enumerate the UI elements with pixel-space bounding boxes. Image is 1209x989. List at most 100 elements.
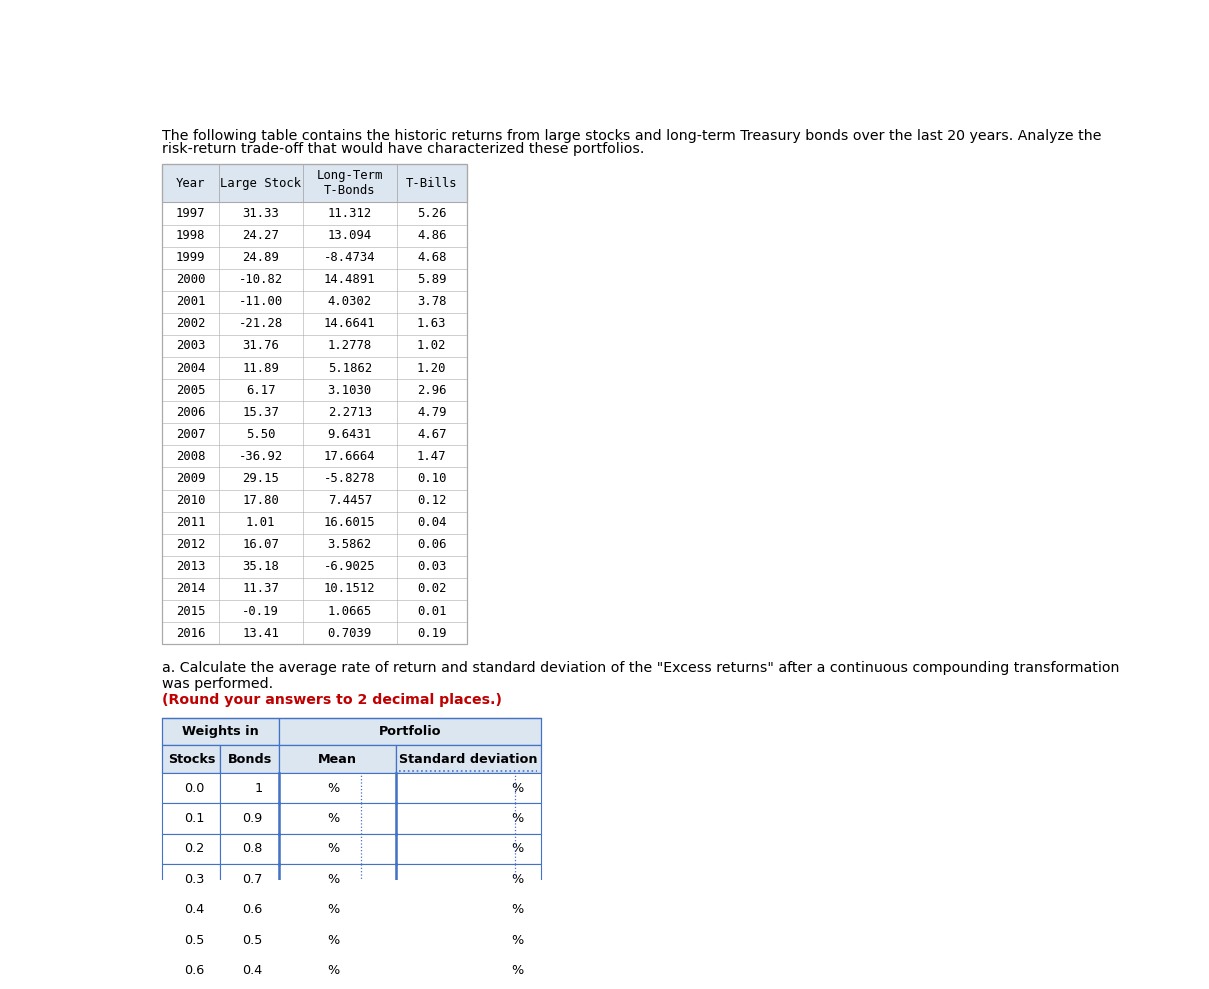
Text: %: %: [511, 934, 523, 946]
Text: 4.0302: 4.0302: [328, 296, 372, 309]
Bar: [278, 718, 540, 746]
Text: 4.79: 4.79: [417, 405, 446, 418]
Text: 2016: 2016: [175, 627, 206, 640]
Text: (Round your answers to 2 decimal places.): (Round your answers to 2 decimal places.…: [162, 693, 503, 707]
Text: 0.06: 0.06: [417, 538, 446, 551]
Text: 14.6641: 14.6641: [324, 317, 376, 330]
Text: T-Bills: T-Bills: [406, 177, 457, 190]
Text: Year: Year: [175, 177, 206, 190]
Text: 1.20: 1.20: [417, 362, 446, 375]
Text: 7.4457: 7.4457: [328, 494, 372, 507]
Text: risk-return trade-off that would have characterized these portfolios.: risk-return trade-off that would have ch…: [162, 142, 644, 156]
Bar: [395, 772, 540, 803]
Text: 16.07: 16.07: [242, 538, 279, 551]
Text: 0.6: 0.6: [184, 964, 204, 977]
Text: 2.96: 2.96: [417, 384, 446, 397]
Text: 16.6015: 16.6015: [324, 516, 376, 529]
Text: 29.15: 29.15: [242, 472, 279, 485]
Text: 5.89: 5.89: [417, 273, 446, 286]
Bar: [220, 895, 278, 925]
Text: 0.3: 0.3: [184, 873, 204, 886]
Text: 2015: 2015: [175, 604, 206, 617]
Text: 1.02: 1.02: [417, 339, 446, 352]
Text: -6.9025: -6.9025: [324, 561, 376, 574]
Text: Portfolio: Portfolio: [378, 725, 441, 738]
Bar: [278, 864, 395, 895]
Text: 17.6664: 17.6664: [324, 450, 376, 463]
Bar: [395, 925, 540, 955]
Text: 11.312: 11.312: [328, 207, 372, 220]
Bar: [395, 986, 540, 989]
Text: 17.80: 17.80: [242, 494, 279, 507]
Text: 2000: 2000: [175, 273, 206, 286]
Text: %: %: [328, 934, 340, 946]
Text: %: %: [328, 964, 340, 977]
Text: 2003: 2003: [175, 339, 206, 352]
Bar: [220, 803, 278, 834]
Bar: [220, 746, 278, 772]
Text: 1.47: 1.47: [417, 450, 446, 463]
Text: 10.1512: 10.1512: [324, 583, 376, 595]
Text: -10.82: -10.82: [238, 273, 283, 286]
Text: 24.27: 24.27: [242, 229, 279, 242]
Bar: [220, 925, 278, 955]
Text: 2.2713: 2.2713: [328, 405, 372, 418]
Text: a. Calculate the average rate of return and standard deviation of the "Excess re: a. Calculate the average rate of return …: [162, 661, 1120, 674]
Bar: [220, 834, 278, 864]
Text: Large Stock: Large Stock: [220, 177, 301, 190]
Bar: [220, 986, 278, 989]
Text: 2007: 2007: [175, 428, 206, 441]
Bar: [162, 834, 220, 864]
Bar: [162, 864, 220, 895]
Text: 1998: 1998: [175, 229, 206, 242]
Text: 0.4: 0.4: [242, 964, 262, 977]
Text: 0.12: 0.12: [417, 494, 446, 507]
Text: 0.5: 0.5: [184, 934, 204, 946]
Text: Standard deviation: Standard deviation: [399, 753, 538, 765]
Text: 0.01: 0.01: [417, 604, 446, 617]
Text: 0.5: 0.5: [242, 934, 262, 946]
Text: -11.00: -11.00: [238, 296, 283, 309]
Bar: [278, 772, 395, 803]
Text: 2004: 2004: [175, 362, 206, 375]
Text: Mean: Mean: [318, 753, 357, 765]
Bar: [162, 803, 220, 834]
Text: 2002: 2002: [175, 317, 206, 330]
Text: 0.4: 0.4: [184, 903, 204, 917]
Text: 1.01: 1.01: [245, 516, 276, 529]
Text: %: %: [328, 781, 340, 794]
Text: 11.37: 11.37: [242, 583, 279, 595]
Bar: [162, 164, 467, 644]
Text: %: %: [511, 843, 523, 855]
Text: 24.89: 24.89: [242, 251, 279, 264]
Bar: [162, 746, 220, 772]
Text: -36.92: -36.92: [238, 450, 283, 463]
Text: %: %: [511, 812, 523, 825]
Text: Weights in: Weights in: [183, 725, 259, 738]
Text: 2011: 2011: [175, 516, 206, 529]
Text: Long-Term
T-Bonds: Long-Term T-Bonds: [317, 169, 383, 198]
Text: %: %: [511, 781, 523, 794]
Bar: [395, 895, 540, 925]
Text: 1: 1: [254, 781, 262, 794]
Text: 31.76: 31.76: [242, 339, 279, 352]
Bar: [162, 895, 220, 925]
Text: 0.02: 0.02: [417, 583, 446, 595]
Text: %: %: [511, 873, 523, 886]
Text: 4.68: 4.68: [417, 251, 446, 264]
Bar: [220, 772, 278, 803]
Text: 2014: 2014: [175, 583, 206, 595]
Text: The following table contains the historic returns from large stocks and long-ter: The following table contains the histori…: [162, 130, 1101, 143]
Text: -8.4734: -8.4734: [324, 251, 376, 264]
Text: 2006: 2006: [175, 405, 206, 418]
Text: %: %: [511, 964, 523, 977]
Text: 2010: 2010: [175, 494, 206, 507]
Text: 0.1: 0.1: [184, 812, 204, 825]
Text: 35.18: 35.18: [242, 561, 279, 574]
Text: 5.50: 5.50: [245, 428, 276, 441]
Text: 0.6: 0.6: [242, 903, 262, 917]
Text: 9.6431: 9.6431: [328, 428, 372, 441]
Text: 0.9: 0.9: [242, 812, 262, 825]
Text: 4.67: 4.67: [417, 428, 446, 441]
Bar: [220, 864, 278, 895]
